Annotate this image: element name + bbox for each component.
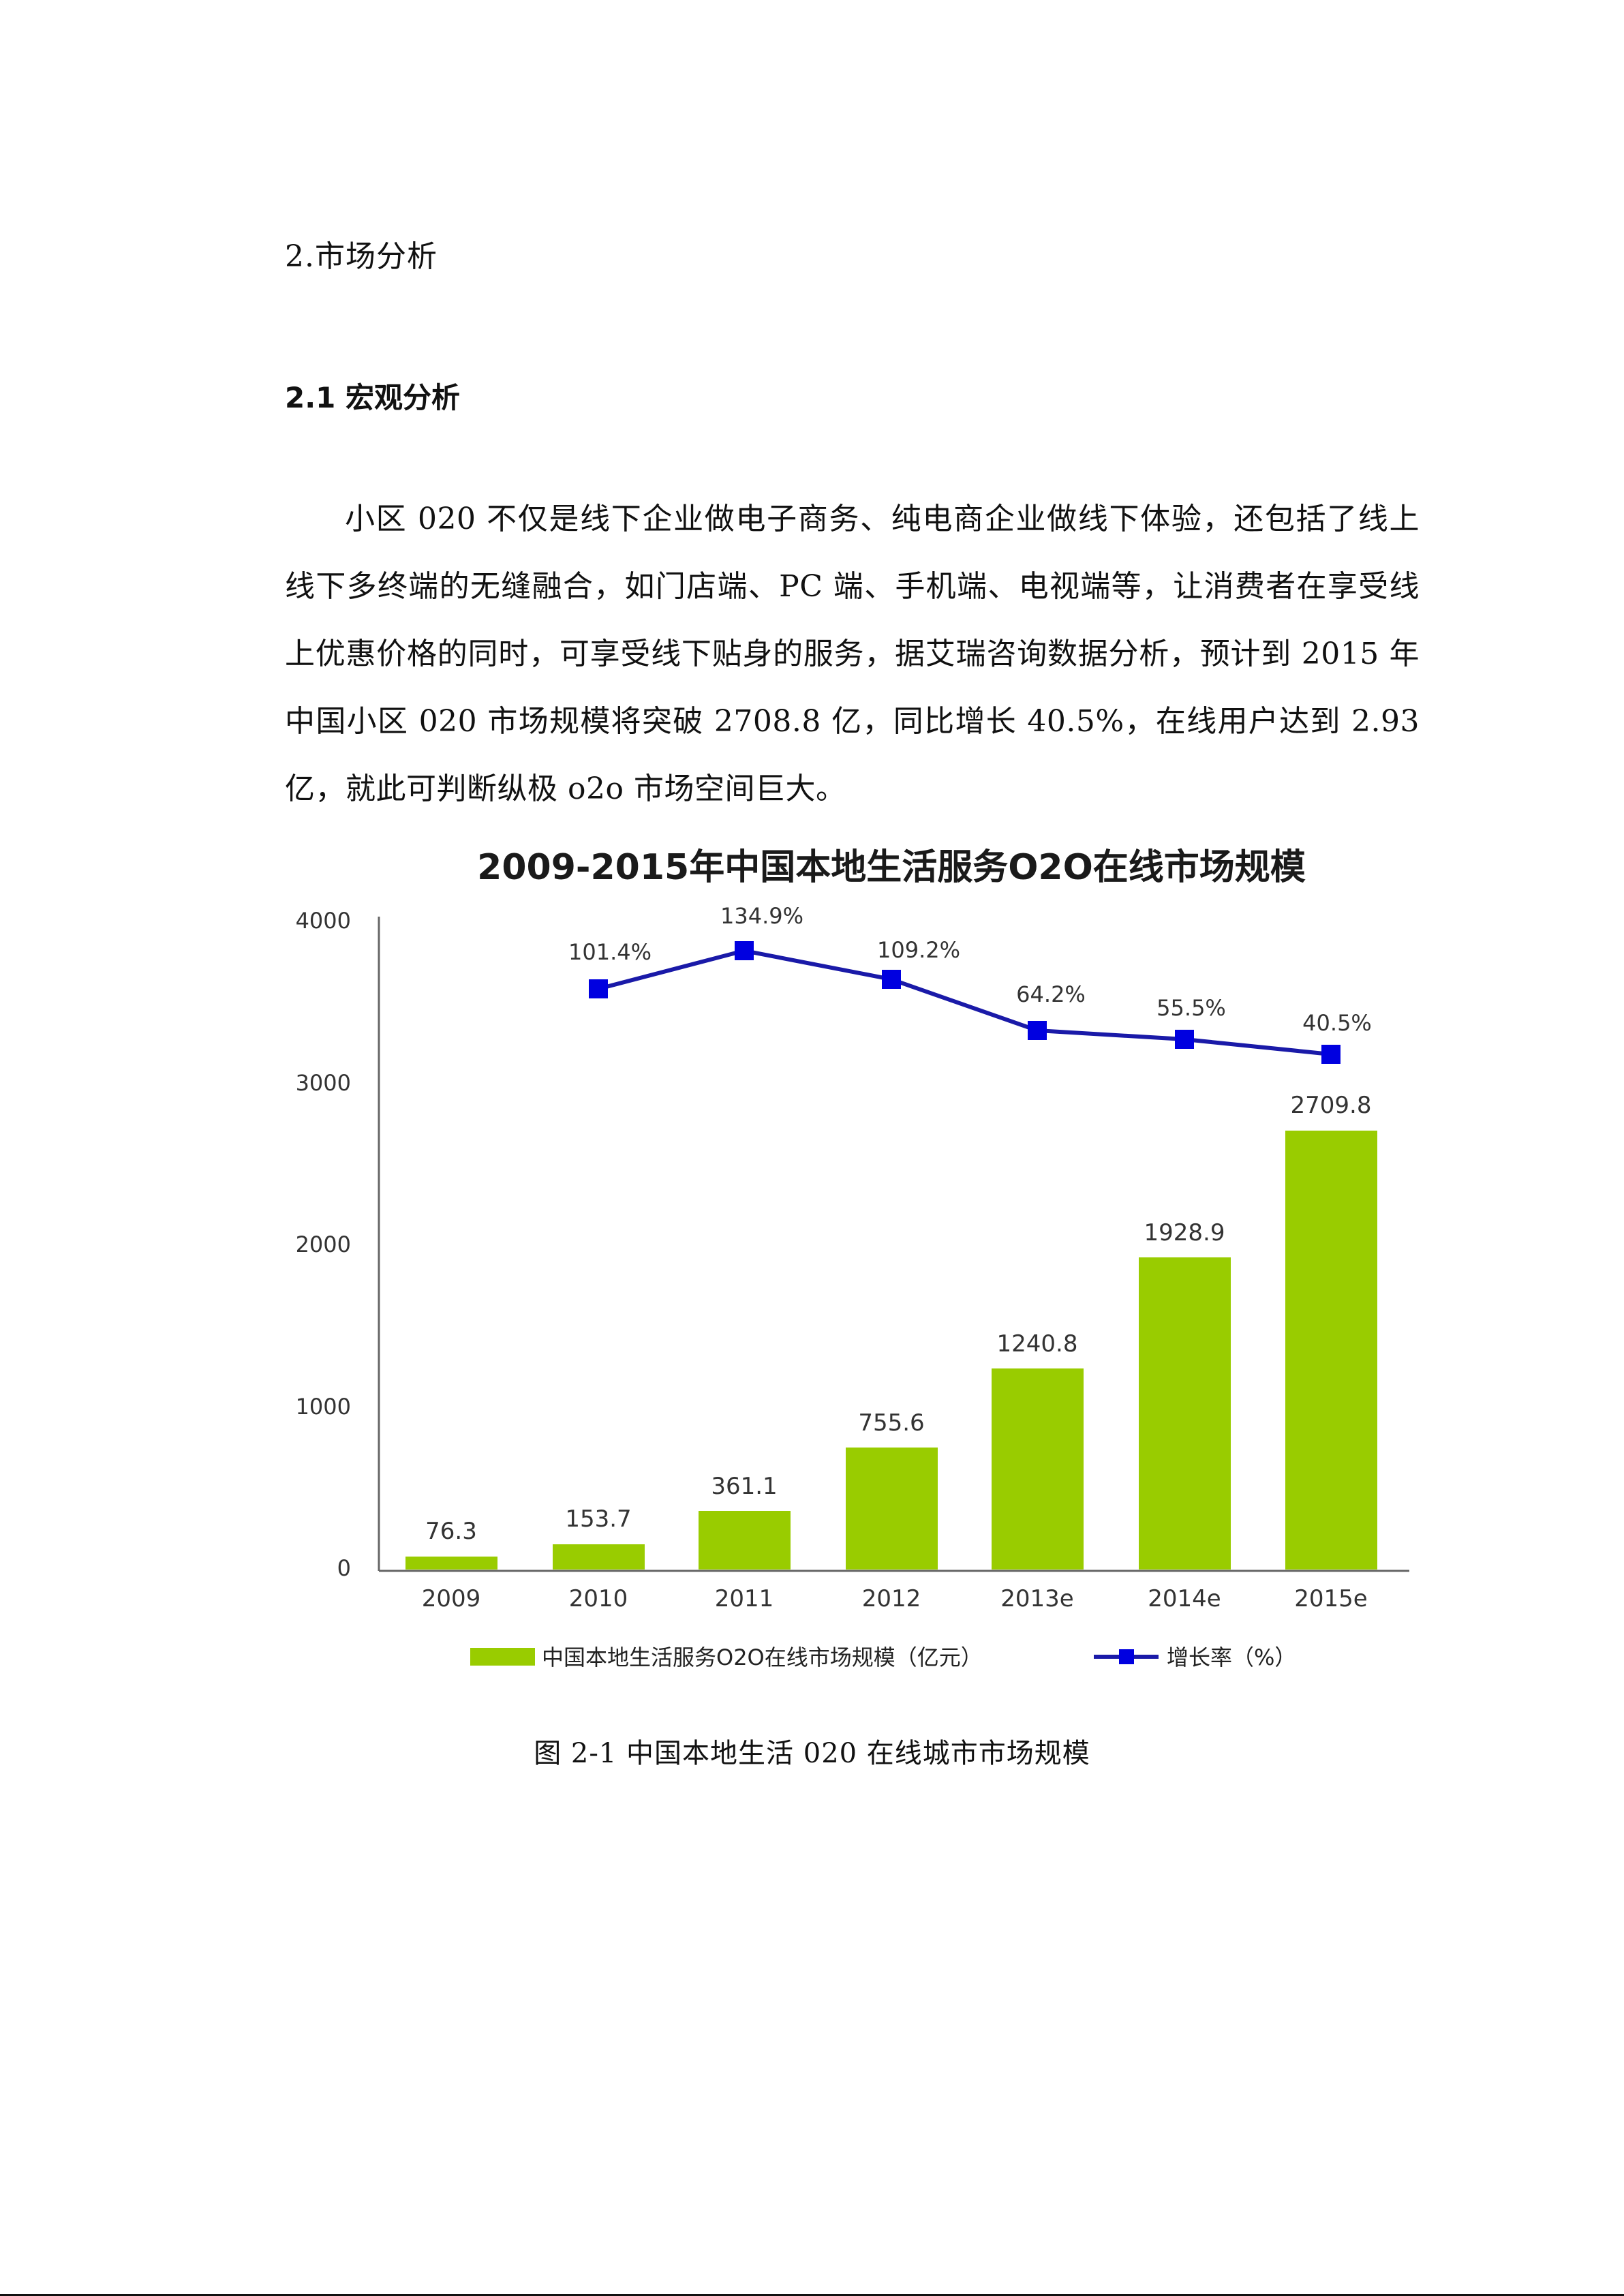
legend-bar-swatch bbox=[470, 1648, 535, 1666]
bar-value-label: 153.7 bbox=[565, 1505, 631, 1533]
legend-line-label: 增长率（%） bbox=[1167, 1644, 1296, 1670]
x-tick: 2014e bbox=[1148, 1585, 1221, 1612]
growth-label: 64.2% bbox=[1016, 981, 1086, 1007]
line-marker bbox=[1175, 1030, 1194, 1049]
x-tick: 2013e bbox=[1000, 1585, 1073, 1612]
bar bbox=[405, 1557, 497, 1570]
o2o-market-chart: 2009-2015年中国本地生活服务O2O在线市场规模 4000 3000 20… bbox=[296, 847, 1409, 1670]
growth-label: 134.9% bbox=[720, 903, 803, 929]
y-tick: 1000 bbox=[296, 1394, 351, 1420]
y-tick: 0 bbox=[337, 1555, 351, 1581]
page-bottom-rule bbox=[0, 2294, 1624, 2296]
section-heading: 2.市场分析 bbox=[285, 239, 438, 274]
y-tick: 3000 bbox=[296, 1070, 351, 1096]
y-tick: 4000 bbox=[296, 908, 351, 934]
line-marker bbox=[735, 941, 754, 960]
bar bbox=[553, 1544, 645, 1570]
x-tick: 2015e bbox=[1294, 1585, 1367, 1612]
bar bbox=[846, 1448, 938, 1570]
growth-rate-line bbox=[598, 948, 1332, 1056]
bar-value-label: 2709.8 bbox=[1291, 1092, 1372, 1119]
growth-label: 55.5% bbox=[1156, 995, 1226, 1021]
line-labels: 101.4% 134.9% 109.2% 64.2% 55.5% 40.5% bbox=[568, 903, 1372, 1036]
chart-legend: 中国本地生活服务O2O在线市场规模（亿元） 增长率（%） bbox=[470, 1644, 1296, 1670]
chart-title: 2009-2015年中国本地生活服务O2O在线市场规模 bbox=[477, 847, 1306, 888]
x-tick: 2012 bbox=[862, 1585, 921, 1612]
line-marker bbox=[882, 970, 901, 989]
x-axis: 2009 2010 2011 2012 2013e 2014e 2015e bbox=[422, 1585, 1368, 1612]
line-marker bbox=[1321, 1045, 1340, 1064]
legend-bar-label: 中国本地生活服务O2O在线市场规模（亿元） bbox=[542, 1644, 983, 1670]
x-tick: 2011 bbox=[715, 1585, 774, 1612]
bar-value-label: 755.6 bbox=[858, 1409, 924, 1437]
y-axis: 4000 3000 2000 1000 0 bbox=[296, 908, 351, 1581]
bar-value-label: 1928.9 bbox=[1144, 1219, 1225, 1246]
y-tick: 2000 bbox=[296, 1231, 351, 1257]
line-marker bbox=[1028, 1021, 1047, 1040]
growth-label: 40.5% bbox=[1302, 1010, 1372, 1036]
bar bbox=[1139, 1257, 1231, 1570]
bar-value-label: 361.1 bbox=[711, 1473, 777, 1500]
figure-caption: 图 2-1 中国本地生活 020 在线城市市场规模 bbox=[534, 1738, 1090, 1769]
line-markers bbox=[589, 941, 1340, 1064]
bar bbox=[992, 1368, 1084, 1570]
x-tick: 2010 bbox=[569, 1585, 628, 1612]
growth-label: 101.4% bbox=[568, 939, 652, 965]
legend-line-marker bbox=[1119, 1649, 1134, 1664]
growth-label: 109.2% bbox=[877, 937, 960, 963]
line-marker bbox=[589, 979, 608, 998]
bar bbox=[1285, 1131, 1377, 1570]
bar-labels: 76.3 153.7 361.1 755.6 1240.8 1928.9 270… bbox=[425, 1092, 1371, 1545]
bar-value-label: 76.3 bbox=[425, 1518, 477, 1545]
body-paragraph: 小区 020 不仅是线下企业做电子商务、纯电商企业做线下体验，还包括了线上线下多… bbox=[285, 502, 1420, 806]
bar-series bbox=[405, 1131, 1377, 1570]
bar bbox=[699, 1511, 791, 1570]
subsection-heading: 2.1 宏观分析 bbox=[285, 381, 461, 414]
bar-value-label: 1240.8 bbox=[997, 1330, 1078, 1358]
x-tick: 2009 bbox=[422, 1585, 481, 1612]
